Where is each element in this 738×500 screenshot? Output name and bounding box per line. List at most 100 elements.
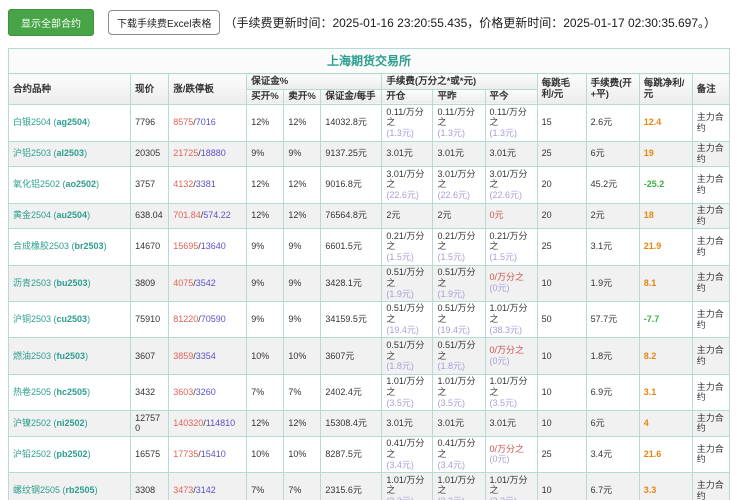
net-profit-per-tick: 19: [638, 140, 693, 168]
exchange-title: 上海期货交易所: [8, 47, 730, 75]
fee-close-yesterday: 3.01/万分之 (22.6元): [432, 166, 486, 204]
buy-open-margin: 9%: [246, 140, 285, 168]
header-buy-open: 买开%: [246, 88, 285, 106]
table-row: 氧化铝2502 (ao2502) 3757 4132/3381 12% 12% 9016.…: [7, 166, 731, 204]
table-row: 沪铜2503 (cu2503) 75910 81220/70590 9% 9% 34159…: [7, 300, 731, 339]
limit-up-down: 8575/7016: [168, 104, 248, 142]
fee-open-plus-close: 3.4元: [585, 435, 640, 474]
margin-per-lot: 76564.8元: [320, 202, 383, 230]
limit-up-down: 4075/3542: [168, 264, 248, 302]
sell-open-margin: 12%: [283, 166, 322, 204]
fees-table: 上海期货交易所 合约品种 现价 涨/跌停板 保证金% 手续费(万分之*或*元) …: [7, 47, 731, 500]
fee-open-plus-close: 57.7元: [585, 300, 640, 339]
margin-per-lot: 15308.4元: [320, 410, 383, 437]
sell-open-margin: 10%: [283, 435, 322, 474]
sell-open-margin: 10%: [283, 337, 322, 375]
net-profit-per-tick: -7.7: [638, 300, 693, 339]
fee-open-plus-close: 3.1元: [585, 228, 640, 266]
fee-close-today: 3.01元: [484, 410, 538, 437]
gross-profit-per-tick: 10: [536, 337, 587, 375]
table-title-row: 上海期货交易所: [8, 47, 730, 75]
table-row: 热卷2505 (hc2505) 3432 3603/3260 7% 7% 2402.4元 1…: [7, 373, 731, 412]
limit-up-down: 3859/3354: [168, 337, 248, 375]
table-row: 黄金2504 (au2504) 638.04 701.84/574.22 12% 12%…: [7, 202, 731, 230]
header-margin-group: 保证金%: [246, 73, 383, 90]
contract-name-link[interactable]: 螺纹钢2505 (rb2505): [7, 472, 132, 500]
fee-open: 0.51/万分之 (19.4元): [381, 300, 434, 339]
table-row: 合成橡胶2503 (br2503) 14670 15695/13640 9% 9% 660…: [7, 228, 731, 266]
net-profit-per-tick: 3.1: [638, 373, 693, 412]
contract-name-link[interactable]: 沪铝2503 (al2503): [7, 140, 132, 168]
table-row: 沪镍2502 (ni2502) 127570 140320/114810 12% 12%…: [7, 410, 731, 437]
table-row: 沪铅2502 (pb2502) 16575 17735/15410 10% 10% 828…: [7, 435, 731, 474]
limit-up-down: 81220/70590: [168, 300, 248, 339]
contract-name-link[interactable]: 沥青2503 (bu2503): [7, 264, 132, 302]
buy-open-margin: 7%: [246, 373, 285, 412]
download-excel-button[interactable]: 下载手续费Excel表格: [108, 9, 221, 35]
buy-open-margin: 12%: [246, 166, 285, 204]
limit-up-down: 21725/18880: [168, 140, 248, 168]
limit-up-down: 3603/3260: [168, 373, 248, 412]
fee-open: 0.21/万分之 (1.5元): [381, 228, 434, 266]
contract-name-link[interactable]: 合成橡胶2503 (br2503): [7, 228, 132, 266]
current-price: 16575: [130, 435, 170, 474]
fee-open: 0.51/万分之 (1.8元): [381, 337, 434, 375]
fee-close-today: 0.21/万分之 (1.5元): [484, 228, 538, 266]
header-contract: 合约品种: [7, 73, 132, 106]
fee-open-plus-close: 45.2元: [585, 166, 640, 204]
fee-close-today: 0.11/万分之 (1.3元): [484, 104, 538, 142]
current-price: 3308: [130, 472, 170, 500]
fee-close-today: 1.01/万分之 (3.5元): [484, 373, 538, 412]
header-note: 备注: [691, 73, 731, 106]
margin-per-lot: 14032.8元: [320, 104, 383, 142]
limit-up-down: 17735/15410: [168, 435, 248, 474]
table-row: 螺纹钢2505 (rb2505) 3308 3473/3142 7% 7% 2315.6元…: [7, 472, 731, 500]
limit-up-down: 140320/114810: [168, 410, 248, 437]
contract-name-link[interactable]: 沪铅2502 (pb2502): [7, 435, 132, 474]
net-profit-per-tick: 8.2: [638, 337, 693, 375]
header-gross-per-tick: 每跳毛利/元: [536, 73, 587, 106]
margin-per-lot: 9016.8元: [320, 166, 383, 204]
contract-name-link[interactable]: 氧化铝2502 (ao2502): [7, 166, 132, 204]
net-profit-per-tick: -25.2: [638, 166, 693, 204]
table-body: 白银2504 (ag2504) 7796 8575/7016 12% 12% 14032.…: [7, 104, 731, 500]
fee-open: 0.41/万分之 (3.4元): [381, 435, 434, 474]
gross-profit-per-tick: 15: [536, 104, 587, 142]
note-cell: 主力合约: [691, 202, 731, 230]
gross-profit-per-tick: 20: [536, 166, 587, 204]
gross-profit-per-tick: 10: [536, 264, 587, 302]
sell-open-margin: 9%: [283, 228, 322, 266]
contract-name-link[interactable]: 白银2504 (ag2504): [7, 104, 132, 142]
contract-name-link[interactable]: 沪镍2502 (ni2502): [7, 410, 132, 437]
fee-close-yesterday: 3.01元: [432, 140, 486, 168]
fee-open-plus-close: 6.7元: [585, 472, 640, 500]
note-cell: 主力合约: [691, 373, 731, 412]
show-all-contracts-button[interactable]: 显示全部合约: [8, 8, 94, 36]
fee-open: 3.01元: [381, 410, 434, 437]
table-row: 沪铝2503 (al2503) 20305 21725/18880 9% 9% 9137.…: [7, 140, 731, 168]
contract-name-link[interactable]: 热卷2505 (hc2505): [7, 373, 132, 412]
fee-open: 3.01/万分之 (22.6元): [381, 166, 434, 204]
buy-open-margin: 9%: [246, 228, 285, 266]
margin-per-lot: 34159.5元: [320, 300, 383, 339]
margin-per-lot: 2402.4元: [320, 373, 383, 412]
note-cell: 主力合约: [691, 228, 731, 266]
contract-name-link[interactable]: 黄金2504 (au2504): [7, 202, 132, 230]
contract-name-link[interactable]: 沪铜2503 (cu2503): [7, 300, 132, 339]
sell-open-margin: 12%: [283, 202, 322, 230]
fee-open: 1.01/万分之 (3.5元): [381, 373, 434, 412]
fee-close-today: 0元: [484, 202, 538, 230]
fee-open: 2元: [381, 202, 434, 230]
sell-open-margin: 9%: [283, 264, 322, 302]
table-header-row-1: 合约品种 现价 涨/跌停板 保证金% 手续费(万分之*或*元) 每跳毛利/元 手…: [7, 73, 731, 106]
fee-open-plus-close: 6.9元: [585, 373, 640, 412]
header-sell-open: 卖开%: [283, 88, 322, 106]
contract-name-link[interactable]: 燃油2503 (fu2503): [7, 337, 132, 375]
buy-open-margin: 7%: [246, 472, 285, 500]
fee-close-yesterday: 0.51/万分之 (1.8元): [432, 337, 486, 375]
sell-open-margin: 12%: [283, 410, 322, 437]
current-price: 20305: [130, 140, 170, 168]
fee-open: 1.01/万分之(3.3元): [381, 472, 434, 500]
fee-open: 0.11/万分之 (1.3元): [381, 104, 434, 142]
table-row: 沥青2503 (bu2503) 3809 4075/3542 9% 9% 3428.1元 0…: [7, 264, 731, 302]
